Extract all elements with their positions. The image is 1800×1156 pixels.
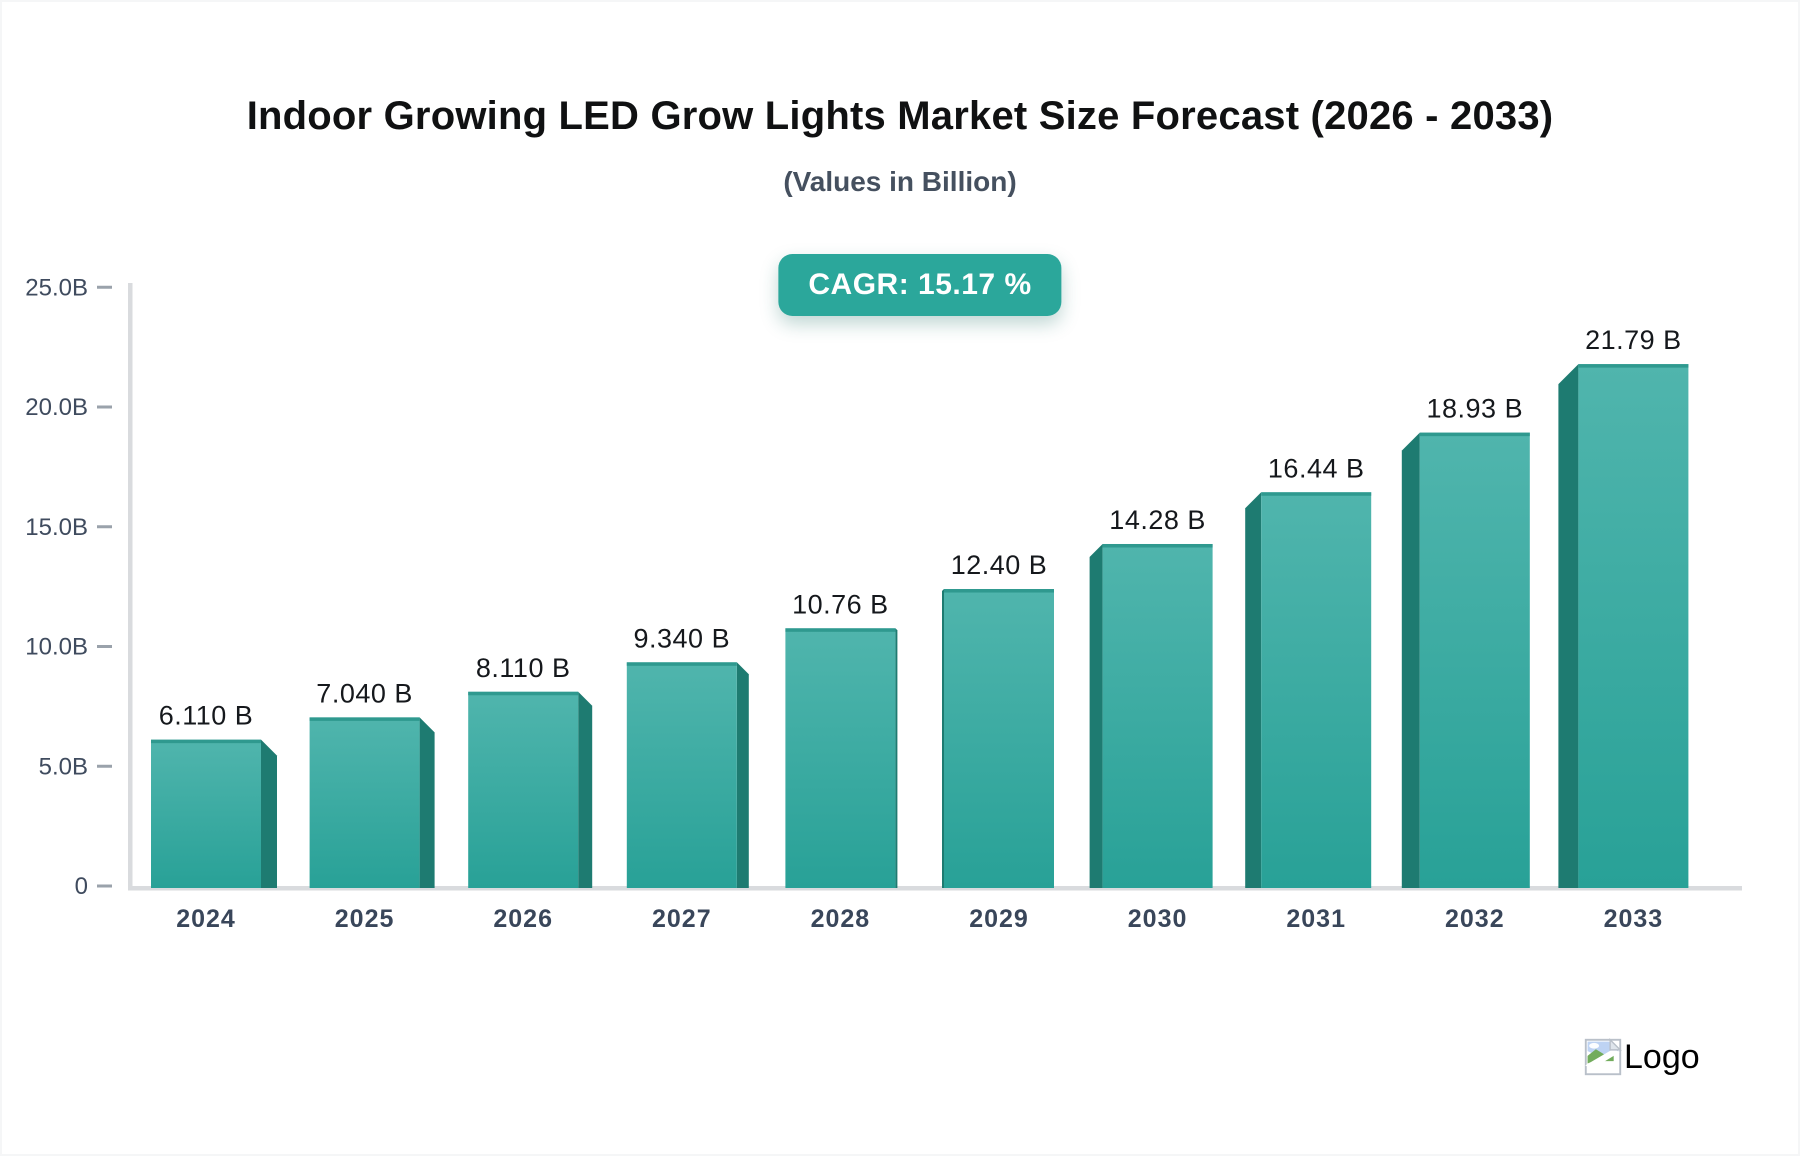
bar-side: [1558, 364, 1579, 888]
bar-value-label: 10.76 B: [792, 589, 889, 619]
bar-value-label: 16.44 B: [1268, 453, 1365, 483]
x-axis-label: 2030: [1128, 905, 1188, 933]
bar-value-label: 9.340 B: [634, 623, 731, 653]
bar-face: [1102, 543, 1213, 888]
y-tick: [97, 285, 112, 289]
x-axis-label: 2028: [811, 905, 871, 933]
bar-top-edge: [785, 628, 896, 632]
y-tick-label: 25.0B: [25, 274, 88, 301]
y-tick-label: 10.0B: [25, 634, 88, 661]
bar-face: [785, 628, 896, 888]
bar-face: [1578, 364, 1689, 888]
y-tick-label: 20.0B: [25, 394, 88, 421]
x-axis-label: 2027: [652, 905, 712, 933]
bar-top-edge: [1419, 432, 1530, 437]
bar-top-edge: [309, 717, 420, 721]
bar-top-edge: [1102, 543, 1213, 548]
bar-value-label: 18.93 B: [1427, 394, 1524, 424]
y-tick: [97, 764, 112, 768]
bar-top-edge: [1261, 492, 1372, 496]
bar-face: [1419, 432, 1530, 888]
bar-top-edge: [468, 691, 579, 696]
bar-face: [1261, 492, 1372, 888]
y-tick: [97, 525, 112, 529]
bar-top-edge: [151, 739, 261, 744]
x-baseline: [128, 886, 1742, 891]
y-axis-line: [128, 283, 133, 891]
logo-text: Logo: [1624, 1038, 1700, 1076]
x-axis-label: 2029: [969, 905, 1029, 933]
bar-value-label: 7.040 B: [316, 678, 413, 708]
bar-value-label: 14.28 B: [1109, 505, 1206, 535]
x-axis-label: 2032: [1445, 905, 1505, 933]
bar-value-label: 21.79 B: [1585, 325, 1682, 355]
bar-side: [942, 589, 944, 888]
y-tick: [97, 645, 112, 648]
bar-side: [1401, 432, 1420, 888]
y-tick-label: 5.0B: [39, 753, 88, 780]
bar-face: [944, 589, 1054, 888]
x-axis-label: 2026: [493, 905, 553, 933]
y-tick-label: 0: [75, 873, 88, 900]
chart-title: Indoor Growing LED Grow Lights Market Si…: [246, 94, 1554, 138]
x-axis-label: 2025: [335, 905, 395, 933]
bar-value-label: 12.40 B: [951, 550, 1048, 580]
cagr-badge: CAGR: 15.17 %: [778, 254, 1062, 316]
bar-top-edge: [1578, 364, 1689, 368]
bar-face: [309, 717, 420, 888]
y-tick: [97, 405, 112, 409]
bar-side: [578, 691, 593, 888]
bar-side: [1089, 543, 1103, 888]
bar-side: [895, 628, 898, 888]
bar-top-edge: [944, 589, 1054, 593]
x-axis-label: 2033: [1604, 905, 1664, 933]
bar-face: [468, 691, 579, 888]
bar-face: [626, 662, 737, 888]
broken-image-icon: [1584, 1038, 1622, 1076]
bar-top-edge: [626, 662, 737, 666]
bar-value-label: 6.110 B: [159, 701, 254, 731]
y-tick-label: 15.0B: [25, 514, 88, 541]
x-axis-label: 2031: [1286, 905, 1346, 933]
chart-subtitle: (Values in Billion): [783, 166, 1017, 197]
bar-face: [151, 739, 261, 888]
bar-side: [736, 662, 749, 888]
bar-side: [261, 739, 277, 888]
x-axis-label: 2024: [176, 905, 236, 933]
bar-side: [419, 717, 435, 888]
y-tick: [97, 884, 112, 888]
bar-value-label: 8.110 B: [476, 653, 571, 683]
logo: Logo: [1584, 1038, 1700, 1076]
bar-side: [1245, 492, 1262, 888]
